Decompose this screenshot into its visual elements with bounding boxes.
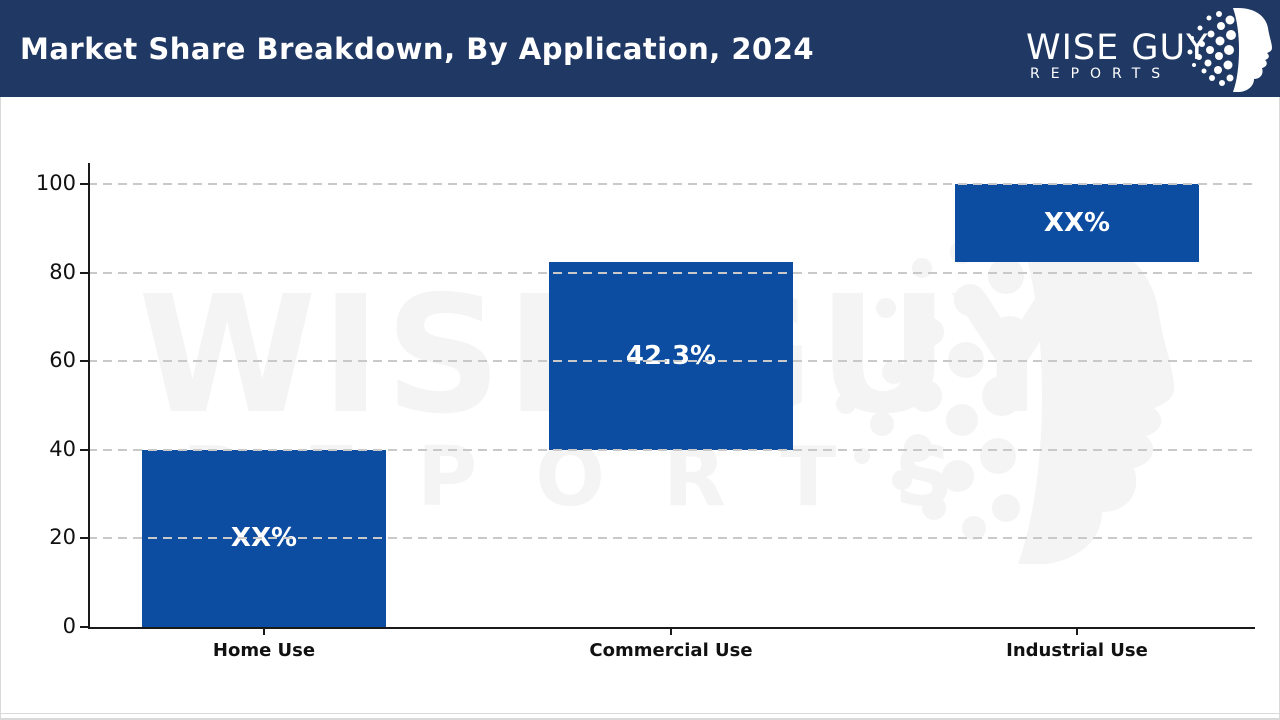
gridline-80 <box>88 271 1255 274</box>
y-tick-label: 60 <box>49 348 76 373</box>
x-tick <box>1076 627 1078 635</box>
y-tick <box>80 183 88 185</box>
x-tick <box>263 627 265 635</box>
x-category-label: Industrial Use <box>1006 640 1148 661</box>
x-tick <box>670 627 672 635</box>
gridline-100 <box>88 183 1255 185</box>
bar-value-label: 42.3% <box>625 341 717 372</box>
wiseguy-face-icon <box>1187 8 1272 92</box>
y-tick <box>80 448 88 451</box>
logo-text-wiseguy: WISE GUY <box>1026 28 1209 68</box>
bar-industrial-use: XX% <box>955 184 1199 263</box>
bar-value-label: XX% <box>1043 208 1111 239</box>
y-tick <box>80 360 88 363</box>
x-axis-line <box>88 627 1255 629</box>
footer-divider <box>0 713 1280 714</box>
y-tick-label: 80 <box>49 259 76 284</box>
watermark-face-icon <box>836 228 1174 564</box>
y-tick <box>80 271 88 274</box>
logo-text-reports: REPORTS <box>1030 66 1172 82</box>
y-tick-label: 0 <box>62 614 76 638</box>
bar-commercial-use: 42.3% <box>549 262 793 450</box>
gridline-40 <box>88 448 1255 451</box>
y-tick <box>80 537 88 540</box>
wiseguy-logo: WISE GUY REPORTS <box>1026 6 1272 92</box>
x-category-label: Home Use <box>212 640 316 661</box>
y-tick-label: 20 <box>49 525 76 550</box>
x-category-label: Commercial Use <box>589 640 753 661</box>
gridline-20 <box>88 537 1255 540</box>
gridline-60 <box>88 360 1255 363</box>
header-bar: Market Share Breakdown, By Application, … <box>0 0 1280 97</box>
page-title: Market Share Breakdown, By Application, … <box>20 31 815 66</box>
y-axis-line <box>88 163 90 629</box>
y-tick-label: 40 <box>49 436 76 461</box>
y-tick <box>80 626 88 628</box>
y-tick-label: 100 <box>35 171 76 195</box>
